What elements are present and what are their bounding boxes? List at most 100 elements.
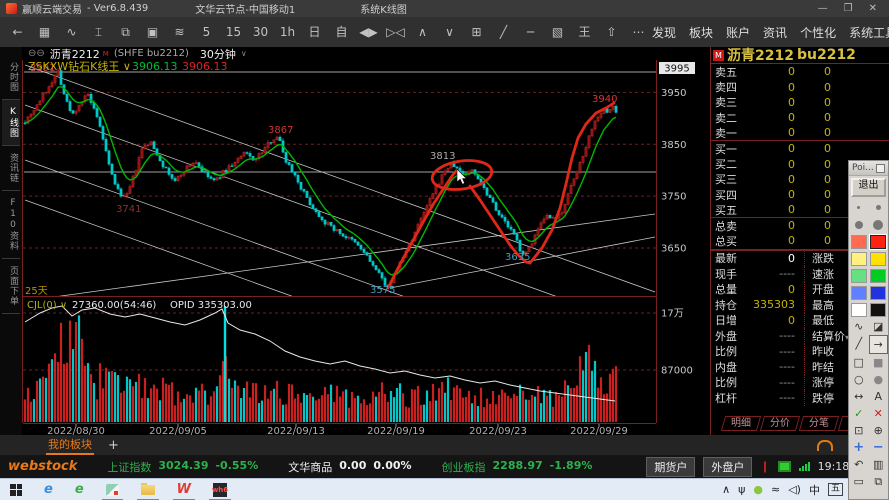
rect-tool[interactable]: □	[853, 356, 864, 369]
color-swatch-4-1[interactable]	[869, 301, 889, 318]
color-swatch-1-1[interactable]	[869, 250, 889, 267]
color-swatch-2-0[interactable]	[849, 267, 869, 284]
taskbar-wps-office[interactable]: W	[172, 479, 196, 500]
taskbar-browser-360[interactable]: e	[75, 479, 84, 500]
back-icon[interactable]: ←	[12, 25, 23, 39]
sidebar-tab-4[interactable]: 页面下单	[2, 259, 20, 314]
text-tool[interactable]: A	[874, 390, 883, 403]
network-icon[interactable]: ≈	[771, 483, 781, 496]
link-icon[interactable]: ⊖⊖	[28, 48, 45, 59]
sidebar-tab-1[interactable]: K线图	[2, 100, 20, 146]
taskbar-file-explorer[interactable]	[136, 479, 159, 500]
sidebar-tab-0[interactable]: 分时图	[2, 55, 20, 100]
color-swatch-1-0[interactable]	[849, 250, 869, 267]
horizontal-line-icon[interactable]: ─	[526, 25, 535, 39]
cjl-header[interactable]: CJL(0) ∨ 27360.00(54:46) OPID 335303.00	[27, 300, 252, 311]
period-1hour[interactable]: 1h	[279, 25, 296, 39]
zoom-up-icon[interactable]: ∧	[418, 25, 427, 39]
maximize-button[interactable]: ❐	[843, 3, 853, 14]
kline-icon[interactable]: ⌶	[94, 25, 103, 39]
curve-tool[interactable]: ∿	[854, 320, 864, 333]
color-swatch-0-1[interactable]	[869, 233, 889, 250]
line-tool[interactable]: ╱	[855, 337, 863, 350]
microphone-icon[interactable]: ψ	[738, 483, 746, 496]
add-board-button[interactable]: +	[108, 437, 119, 453]
paint-tool-icon[interactable]: ▧	[551, 25, 564, 39]
quote-tab-2[interactable]: 分笔	[798, 415, 840, 431]
menu-item-4[interactable]: 个性化	[800, 25, 837, 40]
period-5min[interactable]: 5	[202, 25, 211, 39]
quote-tab-1[interactable]: 分价	[759, 415, 801, 431]
quote-board-icon[interactable]: ▦	[38, 25, 51, 39]
my-board-tab[interactable]: 我的板块	[46, 435, 94, 455]
grid-layout-icon[interactable]: ⊞	[471, 25, 482, 39]
send-top-icon[interactable]: ⇧	[606, 25, 617, 39]
ime-chinese-icon[interactable]: 中	[808, 483, 820, 497]
eraser-tool[interactable]: ◪	[873, 320, 884, 333]
period-selector[interactable]: 30分钟	[199, 47, 236, 61]
minute-chart-icon[interactable]: ∿	[66, 25, 77, 39]
delete-tool[interactable]: ▥	[873, 458, 884, 471]
pen-size-3[interactable]	[869, 216, 889, 233]
contract-name[interactable]: 沥青2212	[49, 47, 100, 61]
minus-tool[interactable]: −	[872, 440, 884, 455]
period-day[interactable]: 日	[308, 25, 321, 39]
zoom-down-icon[interactable]: ∨	[445, 25, 454, 39]
account-button-1[interactable]: 外盘户	[703, 456, 753, 477]
chevron-down-icon[interactable]: ∨	[240, 49, 247, 58]
taskbar-ie-browser[interactable]: e	[44, 479, 53, 500]
palette-titlebar[interactable]: Poi...	[849, 161, 888, 176]
pen-size-0[interactable]	[849, 199, 869, 216]
multi-period-icon[interactable]: ⧉	[121, 25, 130, 39]
menu-item-5[interactable]: 系统工具	[849, 25, 889, 40]
ellipse-tool[interactable]: ○	[853, 373, 864, 386]
color-swatch-2-1[interactable]	[869, 267, 889, 284]
taskbar-paint-app[interactable]	[101, 479, 123, 500]
rect-filled-tool[interactable]: ■	[873, 356, 884, 369]
minimize-button[interactable]: —	[817, 3, 828, 14]
chevron-down-icon[interactable]: ▾	[845, 332, 850, 342]
new-tool[interactable]: ▭	[853, 475, 864, 488]
color-swatch-3-0[interactable]	[849, 284, 869, 301]
taskbar-wenhua-wh6[interactable]: wh6	[209, 479, 231, 500]
kline-chart[interactable]: 3991 3867 3813 3741 3635 3575 3940 3950 3850 3750…	[22, 60, 710, 435]
sidebar-tab-3[interactable]: F10资料	[2, 191, 20, 259]
pip-chart-icon[interactable]: ▣	[146, 25, 159, 39]
arrow-tool[interactable]: →	[868, 335, 888, 354]
period-custom[interactable]: 自	[335, 25, 348, 39]
crop-tool[interactable]: ⊡	[854, 424, 864, 437]
menu-item-2[interactable]: 账户	[726, 25, 751, 40]
close-button[interactable]: ✕	[868, 3, 877, 14]
menu-item-1[interactable]: 板块	[689, 25, 714, 40]
pen-size-1[interactable]	[869, 199, 889, 216]
start-button[interactable]	[10, 483, 22, 496]
menu-item-3[interactable]: 资讯	[763, 25, 788, 40]
volume-icon[interactable]: ◁)	[788, 483, 801, 496]
security-360-icon[interactable]: ●	[753, 483, 763, 496]
headset-icon[interactable]	[817, 439, 833, 451]
tray-expand-icon[interactable]: ∧	[722, 483, 731, 496]
quote-tab-0[interactable]: 明细	[720, 415, 762, 431]
menu-item-0[interactable]: 发现	[652, 25, 677, 40]
indicator-header[interactable]: ZSKXW钻石K线王 ∨3906.13 3906.13	[28, 60, 228, 73]
copy-tool[interactable]: ⧉	[874, 474, 883, 488]
magnify-tool[interactable]: ⊕	[873, 424, 883, 437]
period-30min[interactable]: 30	[252, 25, 269, 39]
cross-tool[interactable]: ✕	[873, 407, 883, 420]
check-tool[interactable]: ✓	[854, 407, 864, 420]
color-swatch-3-1[interactable]	[869, 284, 889, 301]
color-swatch-4-0[interactable]	[849, 301, 869, 318]
trend-line-icon[interactable]: ╱	[499, 25, 508, 39]
palette-exit-button[interactable]: 退出	[851, 178, 886, 197]
king-line-icon[interactable]: 王	[578, 25, 591, 39]
overlay-chart-icon[interactable]: ≋	[174, 25, 185, 39]
account-button-0[interactable]: 期货户	[646, 456, 696, 477]
color-swatch-0-0[interactable]	[849, 233, 869, 250]
sidebar-tab-2[interactable]: 资讯链	[2, 146, 20, 191]
period-15min[interactable]: 15	[225, 25, 242, 39]
ime-wubi-icon[interactable]: 五	[827, 483, 843, 496]
palette-restore-icon[interactable]	[876, 163, 885, 173]
plus-tool[interactable]: +	[853, 440, 865, 455]
undo-tool[interactable]: ↶	[854, 458, 864, 471]
ellipse-filled-tool[interactable]: ●	[873, 373, 884, 386]
